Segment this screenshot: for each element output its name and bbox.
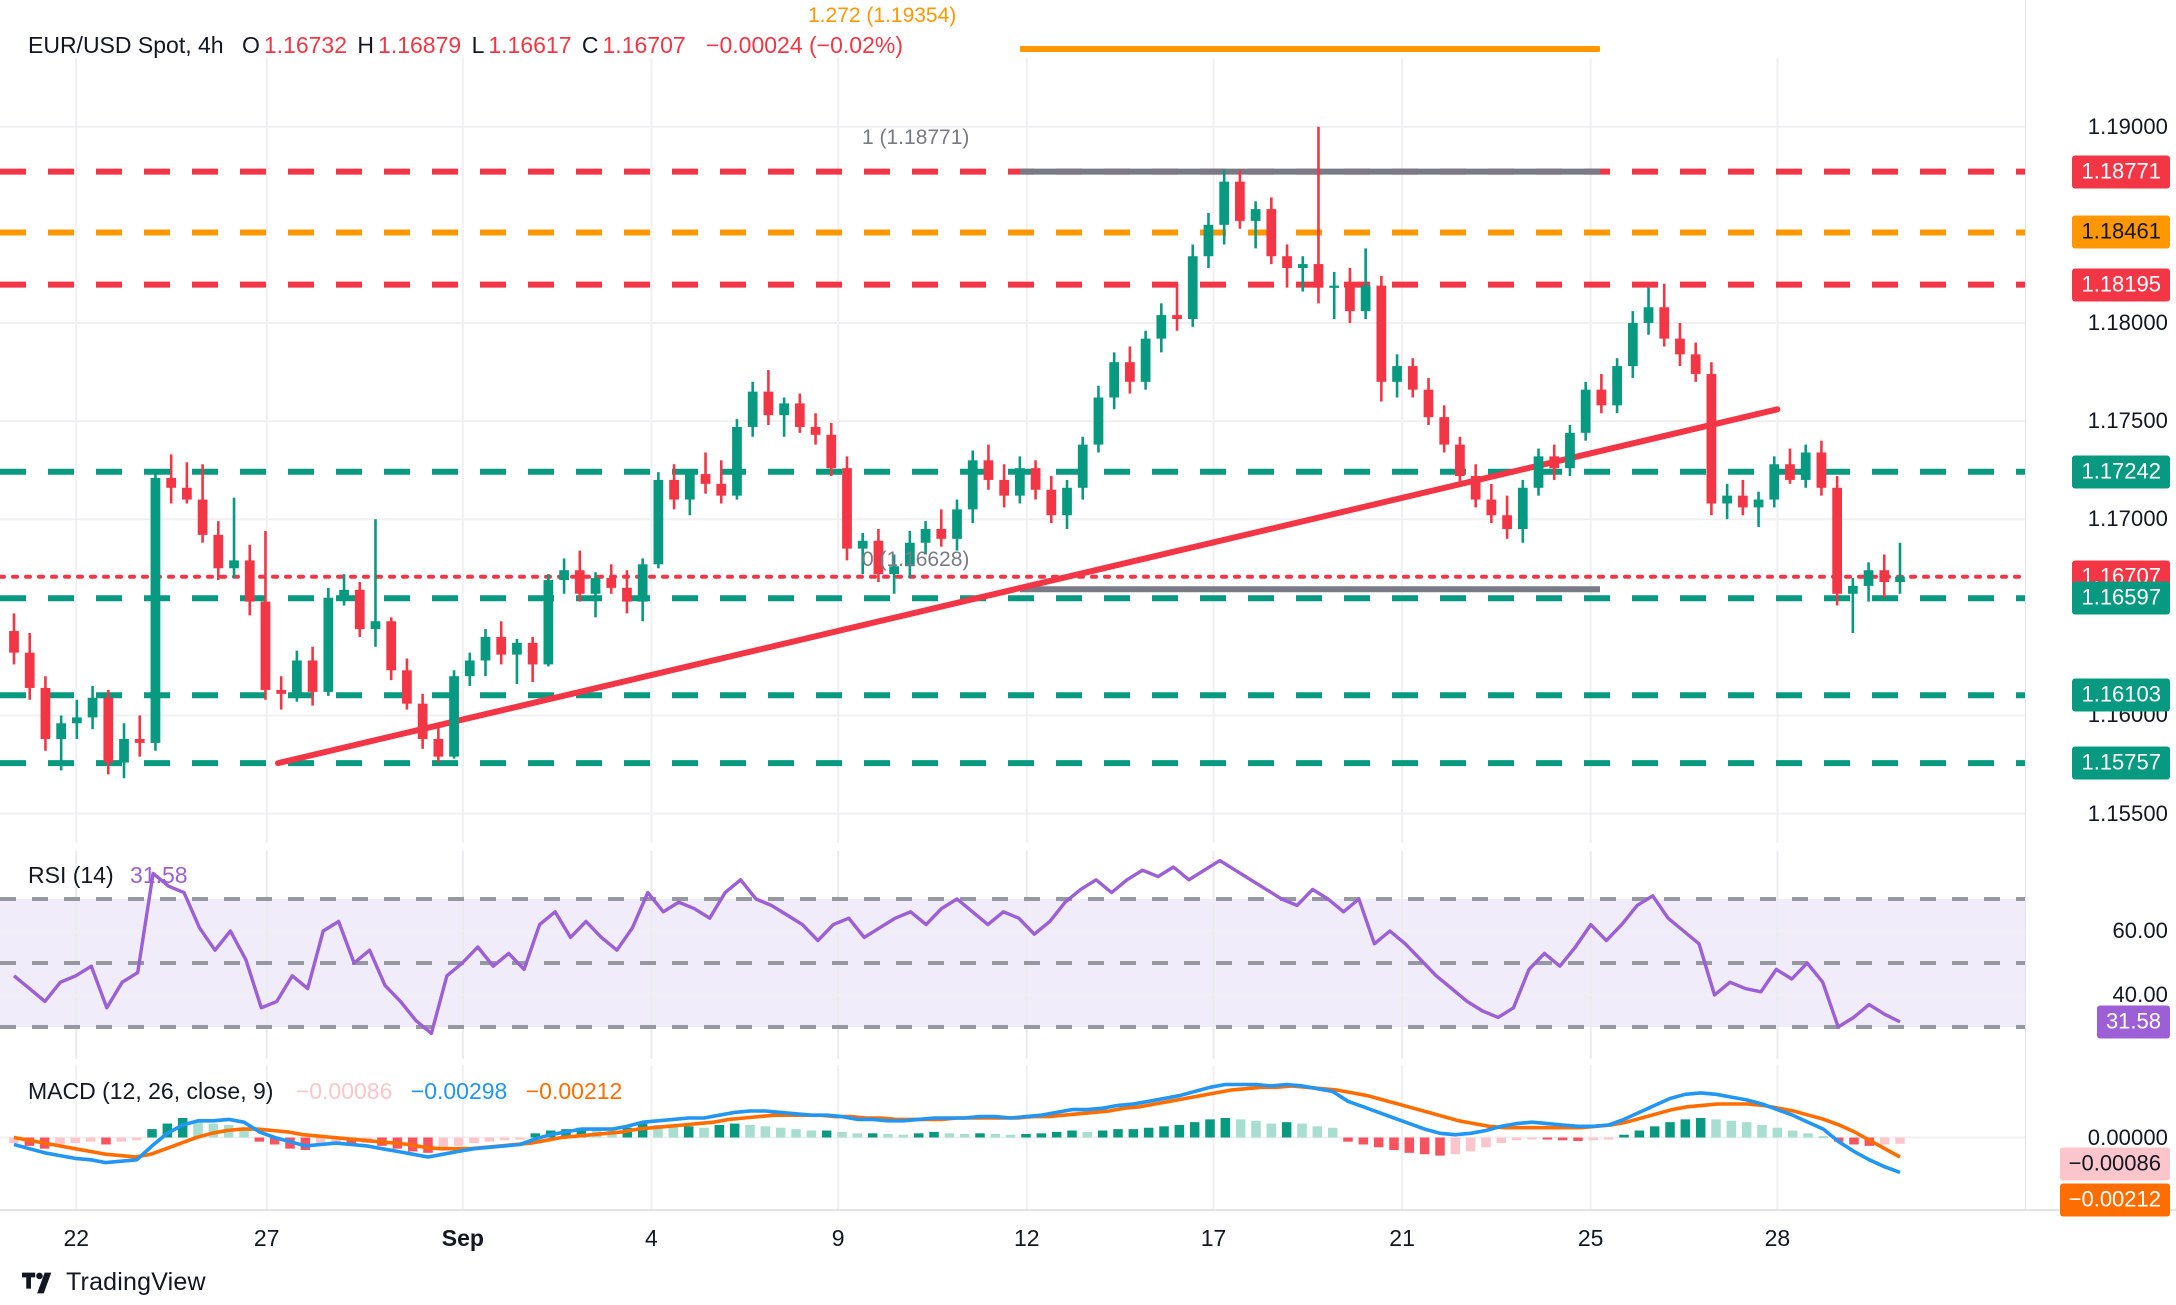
legend-open-value: 1.16732	[263, 32, 348, 58]
price-tag-1.18771[interactable]: 1.18771	[2072, 155, 2170, 189]
macd-legend[interactable]: MACD (12, 26, close, 9) −0.00086 −0.0029…	[28, 1078, 622, 1105]
legend-symbol[interactable]: EUR/USD Spot, 4h	[28, 32, 224, 58]
time-tick-21: 21	[1389, 1225, 1415, 1251]
chart-legend[interactable]: EUR/USD Spot, 4h O 1.16732 H 1.16879 L 1.16…	[28, 32, 907, 59]
price-tag-1.17242[interactable]: 1.17242	[2072, 455, 2170, 489]
time-tick-28: 28	[1764, 1225, 1791, 1251]
macd-title: MACD (12, 26, close, 9)	[28, 1078, 274, 1104]
legend-close-value: 1.16707	[602, 32, 686, 58]
time-tick-22: 22	[63, 1225, 90, 1251]
time-tick-Sep: Sep	[441, 1225, 484, 1251]
tradingview-logo: TradingView	[22, 1268, 206, 1297]
macd-zero-tick: 0.00000	[2087, 1124, 2168, 1150]
price-chart-pane[interactable]	[0, 58, 2026, 843]
axis-separator	[2025, 0, 2026, 1247]
rsi-line-svg	[0, 851, 2026, 1059]
rsi-tick: 60.00	[2112, 918, 2168, 943]
price-tag-1.18461[interactable]: 1.18461	[2072, 215, 2170, 249]
legend-close-key: C	[581, 32, 599, 58]
price-candles-svg	[0, 58, 2026, 843]
price-tick: 1.15500	[2087, 800, 2168, 826]
rsi-value-tag[interactable]: 31.58	[2096, 1005, 2170, 1039]
rsi-title: RSI (14)	[28, 862, 114, 888]
time-axis[interactable]: 22 27 Sep 4 9 12 17 21 25 28	[0, 1210, 2176, 1269]
tradingview-logo-text: TradingView	[66, 1268, 206, 1296]
macd-tag-1[interactable]: −0.00212	[2059, 1183, 2170, 1216]
legend-low-key: L	[471, 32, 485, 58]
fib-label-0: 1.272 (1.19354)	[808, 4, 957, 27]
rsi-value: 31.58	[130, 862, 188, 888]
legend-high-value: 1.16879	[378, 32, 462, 58]
fib-label-1: 1 (1.18771)	[862, 125, 970, 149]
time-tick-9: 9	[831, 1225, 845, 1251]
price-tick: 1.19000	[2087, 113, 2168, 139]
time-tick-4: 4	[645, 1225, 658, 1251]
time-tick-25: 25	[1577, 1225, 1604, 1251]
price-tick: 1.17000	[2087, 506, 2168, 532]
macd-svg	[0, 1065, 2026, 1210]
price-tag-1.15757[interactable]: 1.15757	[2072, 746, 2170, 780]
legend-high-key: H	[357, 32, 375, 58]
fib-label-2: 0 (1.16628)	[862, 548, 970, 572]
price-tag-1.18195[interactable]: 1.18195	[2072, 268, 2170, 302]
legend-open-key: O	[241, 32, 260, 58]
macd-line-value: −0.00298	[410, 1078, 508, 1104]
tradingview-mark-icon	[22, 1272, 52, 1293]
time-tick-27: 27	[253, 1225, 280, 1251]
fib-1272-line	[1020, 46, 1600, 52]
rsi-tick: 40.00	[2112, 982, 2168, 1007]
macd-signal-value: −0.00212	[525, 1078, 623, 1104]
macd-tag-0[interactable]: −0.00086	[2059, 1147, 2170, 1180]
macd-hist-value: −0.00086	[295, 1078, 393, 1104]
legend-change: −0.00024 (−0.02%)	[706, 32, 903, 58]
rsi-pane[interactable]	[0, 851, 2026, 1059]
time-axis-separator	[0, 1209, 2176, 1210]
price-tag-1.16597[interactable]: 1.16597	[2072, 581, 2170, 615]
macd-pane[interactable]	[0, 1065, 2026, 1210]
price-tag-1.16103[interactable]: 1.16103	[2072, 678, 2170, 712]
price-tick: 1.17500	[2087, 408, 2168, 434]
time-tick-17: 17	[1200, 1225, 1227, 1251]
rsi-legend[interactable]: RSI (14) 31.58	[28, 862, 188, 889]
legend-low-value: 1.16617	[488, 32, 572, 58]
price-tick: 1.18000	[2087, 309, 2168, 335]
price-axis[interactable]: 1.19000 1.18000 1.17500 1.17000 1.16000 1.155…	[2026, 0, 2176, 1305]
time-tick-12: 12	[1013, 1225, 1040, 1251]
